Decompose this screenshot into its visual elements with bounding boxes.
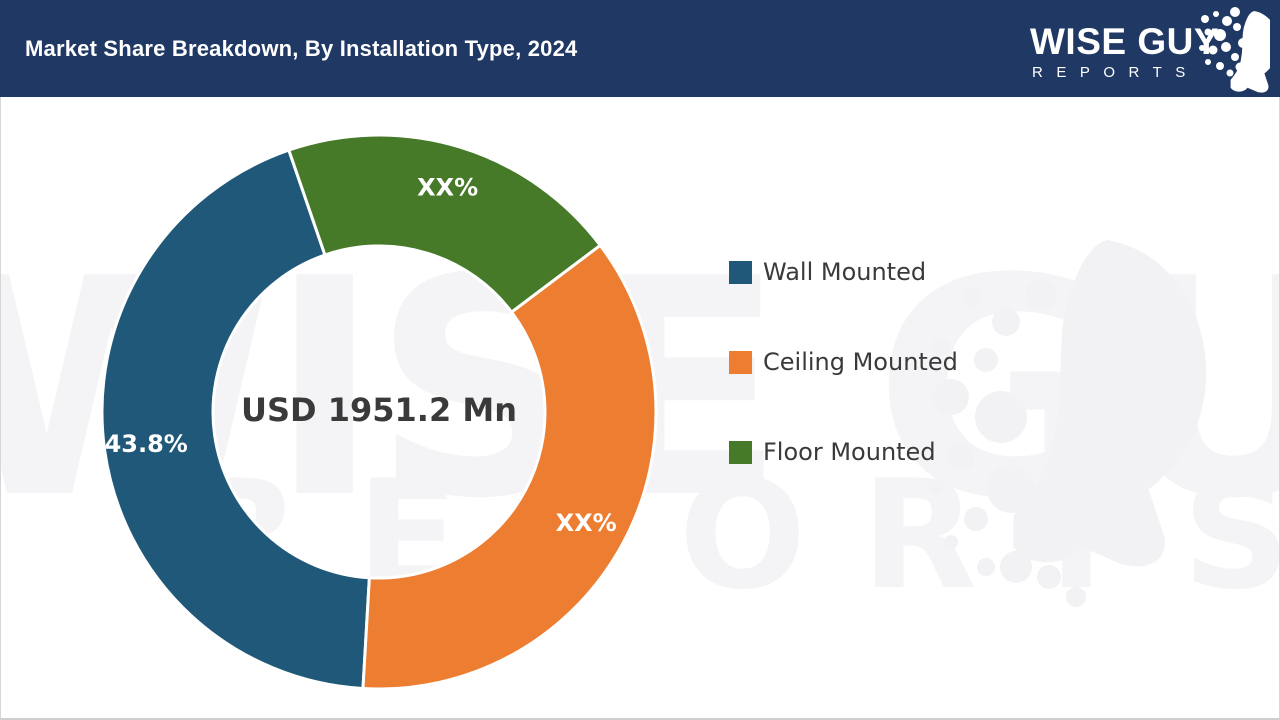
pie-segment-wall-mounted: [100, 148, 371, 691]
legend-swatch-ceiling-mounted: [729, 350, 752, 374]
donut-chart: 43.8% XX% XX%: [100, 133, 658, 691]
legend: Wall Mounted Ceiling Mounted Floor Mount…: [729, 255, 958, 525]
logo-wordmark: WISE GUY: [1030, 21, 1219, 62]
legend-label: Wall Mounted: [763, 258, 927, 286]
legend-label: Ceiling Mounted: [763, 348, 958, 376]
legend-label: Floor Mounted: [763, 438, 936, 466]
logo-dots-face-icon: [1199, 7, 1279, 93]
legend-item-ceiling-mounted: Ceiling Mounted: [729, 345, 958, 379]
legend-swatch-wall-mounted: [729, 260, 752, 284]
pie-percent-label: XX%: [417, 173, 478, 201]
wise-guy-logo: WISE GUY REPORTS: [1030, 5, 1279, 93]
pie-segment-floor-mounted: [286, 133, 603, 315]
legend-item-floor-mounted: Floor Mounted: [729, 435, 958, 469]
watermark-face-icon: [928, 240, 1207, 607]
pie-percent-label: 43.8%: [105, 430, 188, 458]
wise-guy-logo-graphic: WISE GUY REPORTS: [1030, 7, 1279, 93]
chart-area: WISE GUY REPORTS 43.8%XX%XX% USD 1951.2 …: [0, 97, 1280, 720]
pie-segment-ceiling-mounted: [361, 243, 658, 691]
donut-center-value: USD 1951.2 Mn: [241, 391, 517, 429]
chart-title: Market Share Breakdown, By Installation …: [25, 35, 578, 61]
legend-item-wall-mounted: Wall Mounted: [729, 255, 958, 289]
logo-wordmark-sub: REPORTS: [1032, 64, 1199, 81]
pie-percent-label: XX%: [556, 509, 617, 537]
legend-swatch-floor-mounted: [729, 440, 752, 464]
header-bar: Market Share Breakdown, By Installation …: [0, 0, 1280, 97]
